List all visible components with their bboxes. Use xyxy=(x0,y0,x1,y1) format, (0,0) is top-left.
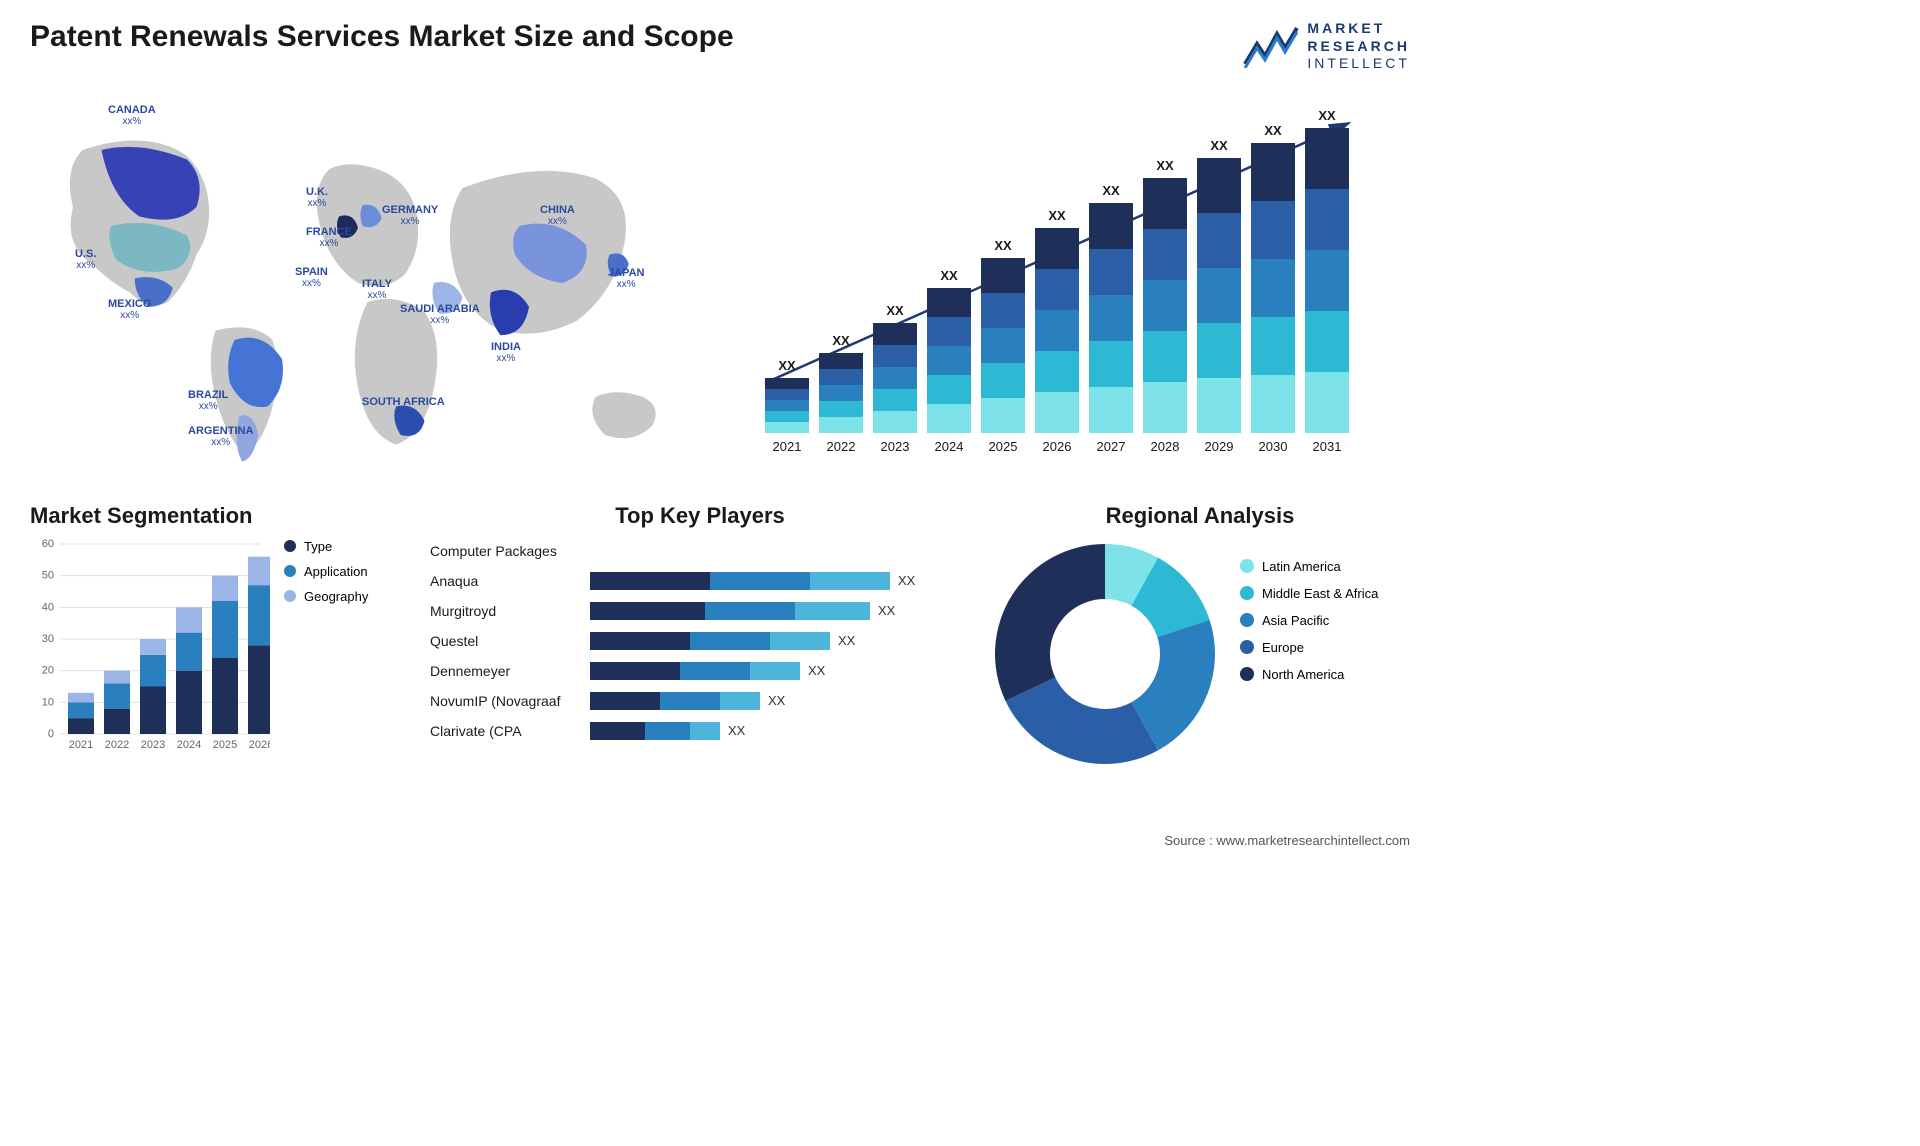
segmentation-legend: Type Application Geography xyxy=(284,539,368,759)
svg-text:2021: 2021 xyxy=(69,739,93,751)
svg-text:30: 30 xyxy=(42,633,54,645)
svg-text:XX: XX xyxy=(1048,208,1066,223)
seg-legend-item: Type xyxy=(284,539,368,554)
svg-text:2022: 2022 xyxy=(105,739,129,751)
svg-text:XX: XX xyxy=(1264,123,1282,138)
svg-text:XX: XX xyxy=(778,358,796,373)
seg-legend-item: Application xyxy=(284,564,368,579)
regional-legend-item: Europe xyxy=(1240,640,1378,655)
page-title: Patent Renewals Services Market Size and… xyxy=(30,20,734,54)
player-row: QuestelXX xyxy=(430,629,970,653)
map-label-china: CHINAxx% xyxy=(540,204,575,227)
regional-legend-item: Asia Pacific xyxy=(1240,613,1378,628)
svg-text:20: 20 xyxy=(42,664,54,676)
svg-text:2025: 2025 xyxy=(989,439,1018,454)
svg-text:2023: 2023 xyxy=(141,739,165,751)
segmentation-panel: Market Segmentation 0 10 20 30 40 50 60 2021 202… xyxy=(30,503,410,769)
svg-text:XX: XX xyxy=(1210,138,1228,153)
regional-legend: Latin America Middle East & Africa Asia Pa… xyxy=(1240,559,1378,694)
svg-text:2025: 2025 xyxy=(213,739,237,751)
map-label-india: INDIAxx% xyxy=(491,341,521,364)
main-bar-chart: XX 2021 XX 2022 XX 2023 XX 2024 XX 2025 XX 2026 XX 20… xyxy=(735,93,1410,473)
player-row: Clarivate (CPAXX xyxy=(430,719,970,743)
map-label-argentina: ARGENTINAxx% xyxy=(188,425,253,448)
seg-legend-item: Geography xyxy=(284,589,368,604)
map-label-canada: CANADAxx% xyxy=(108,104,156,127)
map-label-saudi: SAUDI ARABIAxx% xyxy=(400,303,480,326)
svg-text:XX: XX xyxy=(1156,158,1174,173)
svg-text:2022: 2022 xyxy=(827,439,856,454)
svg-text:XX: XX xyxy=(886,303,904,318)
regional-legend-item: North America xyxy=(1240,667,1378,682)
map-label-mexico: MEXICOxx% xyxy=(108,298,151,321)
svg-text:2026: 2026 xyxy=(249,739,270,751)
player-row: AnaquaXX xyxy=(430,569,970,593)
svg-text:XX: XX xyxy=(940,268,958,283)
svg-text:2024: 2024 xyxy=(177,739,201,751)
players-title: Top Key Players xyxy=(430,503,970,529)
players-panel: Top Key Players Computer Packages AnaquaX… xyxy=(430,503,970,769)
svg-text:XX: XX xyxy=(994,238,1012,253)
svg-text:10: 10 xyxy=(42,696,54,708)
svg-text:0: 0 xyxy=(48,728,54,740)
map-label-southafrica: SOUTH AFRICAxx% xyxy=(362,396,445,419)
brand-logo: MARKET RESEARCH INTELLECT xyxy=(1243,20,1410,73)
svg-text:2023: 2023 xyxy=(881,439,910,454)
svg-text:2030: 2030 xyxy=(1259,439,1288,454)
regional-panel: Regional Analysis Latin America Middle Ea… xyxy=(990,503,1410,769)
map-label-uk: U.K.xx% xyxy=(306,186,328,209)
map-label-brazil: BRAZILxx% xyxy=(188,389,228,412)
svg-text:50: 50 xyxy=(42,569,54,581)
regional-legend-item: Middle East & Africa xyxy=(1240,586,1378,601)
svg-text:XX: XX xyxy=(1102,183,1120,198)
logo-text: MARKET RESEARCH INTELLECT xyxy=(1307,20,1410,73)
map-label-germany: GERMANYxx% xyxy=(382,204,438,227)
regional-legend-item: Latin America xyxy=(1240,559,1378,574)
svg-text:XX: XX xyxy=(832,333,850,348)
player-row: DennemeyerXX xyxy=(430,659,970,683)
svg-text:40: 40 xyxy=(42,601,54,613)
map-label-italy: ITALYxx% xyxy=(362,278,392,301)
svg-text:2028: 2028 xyxy=(1151,439,1180,454)
svg-text:2029: 2029 xyxy=(1205,439,1234,454)
logo-mark-icon xyxy=(1243,24,1299,68)
segmentation-title: Market Segmentation xyxy=(30,503,410,529)
map-label-japan: JAPANxx% xyxy=(608,267,644,290)
player-row: NovumIP (NovagraafXX xyxy=(430,689,970,713)
world-map-panel: CANADAxx% U.S.xx% MEXICOxx% BRAZILxx% ARGENT… xyxy=(30,93,705,473)
svg-text:2024: 2024 xyxy=(935,439,964,454)
regional-title: Regional Analysis xyxy=(990,503,1410,529)
player-row: Computer Packages xyxy=(430,539,970,563)
player-row: MurgitroydXX xyxy=(430,599,970,623)
svg-text:60: 60 xyxy=(42,539,54,550)
map-label-france: FRANCExx% xyxy=(306,226,352,249)
map-label-us: U.S.xx% xyxy=(75,248,96,271)
svg-text:2026: 2026 xyxy=(1043,439,1072,454)
svg-text:XX: XX xyxy=(1318,108,1336,123)
svg-text:2021: 2021 xyxy=(773,439,802,454)
svg-text:2027: 2027 xyxy=(1097,439,1126,454)
svg-text:2031: 2031 xyxy=(1313,439,1342,454)
map-label-spain: SPAINxx% xyxy=(295,266,328,289)
source-text: Source : www.marketresearchintellect.com xyxy=(1164,833,1410,848)
